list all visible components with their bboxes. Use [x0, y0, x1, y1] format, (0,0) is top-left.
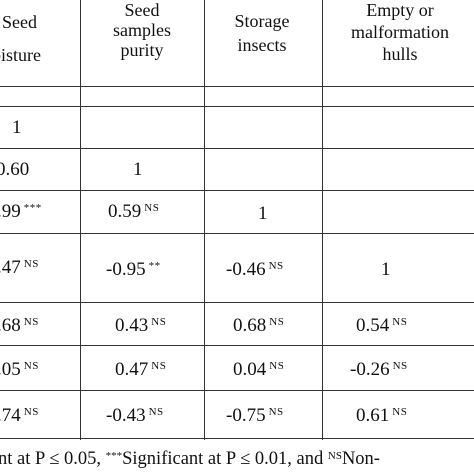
row-divider — [0, 86, 474, 87]
column-divider — [204, 0, 205, 440]
table-cell: 0.54 NS — [356, 315, 408, 336]
row-divider — [0, 345, 474, 346]
table-cell: 0.59 NS — [108, 201, 160, 222]
table-cell: 0.47 NS — [115, 359, 167, 380]
significance-marker: NS — [269, 360, 285, 372]
significance-marker: NS — [392, 316, 408, 328]
row-divider — [0, 190, 474, 191]
significance-marker: NS — [148, 406, 164, 418]
header-line: hulls — [382, 44, 418, 64]
table-cell: 1 — [381, 259, 391, 280]
table-cell: -0.75 NS — [226, 405, 284, 426]
significance-marker: NS — [268, 406, 284, 418]
significance-marker: NS — [392, 360, 408, 372]
header-storage-insects: Storage insects — [212, 11, 312, 55]
significance-marker: NS — [23, 258, 39, 270]
table-footnote: nt at P ≤ 0.05, ***Significant at P ≤ 0.… — [0, 448, 380, 470]
header-line: samples — [113, 20, 171, 40]
significance-marker: NS — [268, 260, 284, 272]
table-cell: -0.43 NS — [106, 405, 164, 426]
column-divider — [80, 0, 81, 440]
footnote-text: Non- — [341, 449, 380, 469]
significance-marker: NS — [151, 316, 167, 328]
header-line: malformation — [351, 22, 449, 42]
row-divider — [0, 233, 474, 234]
row-divider — [0, 302, 474, 303]
header-line: insects — [237, 35, 287, 55]
significance-marker: NS — [151, 360, 167, 372]
header-seed-samples-purity: Seed samples purity — [92, 0, 192, 60]
footnote-marker: NS — [327, 450, 342, 462]
row-divider — [0, 106, 474, 107]
row-divider — [0, 390, 474, 391]
table-cell: 0.61 NS — [356, 405, 408, 426]
table-cell: .99*** — [0, 201, 42, 222]
table-cell: 1 — [258, 203, 268, 224]
table-cell: 0.68 NS — [233, 315, 285, 336]
significance-marker: NS — [23, 406, 39, 418]
footnote-text: Significant at P ≤ 0.01, and — [122, 449, 328, 469]
significance-marker: NS — [269, 316, 285, 328]
significance-marker: NS — [144, 202, 160, 214]
table-cell: -0.26 NS — [350, 359, 408, 380]
header-seed-moisture: Seed oisture — [0, 12, 62, 65]
table-cell: 0.04 NS — [233, 359, 285, 380]
table-cell: -0.95 ** — [106, 259, 161, 280]
significance-marker: NS — [23, 360, 39, 372]
table-cell: 0.60 — [0, 159, 30, 180]
table-cell: 0.43 NS — [115, 315, 167, 336]
header-line: Storage — [234, 11, 290, 31]
footnote-text: nt at P ≤ 0.05, — [0, 449, 106, 469]
significance-marker: NS — [392, 406, 408, 418]
significance-marker: ** — [148, 260, 161, 272]
header-empty-malformation-hulls: Empty or malformation hulls — [330, 0, 470, 64]
header-line: purity — [120, 40, 164, 60]
column-divider — [322, 0, 323, 440]
header-line: oisture — [0, 45, 41, 65]
table-bottom-rule — [0, 438, 474, 439]
significance-marker: NS — [23, 316, 39, 328]
table-cell: -0.46 NS — [226, 259, 284, 280]
footnote-marker: *** — [105, 450, 123, 462]
table-cell: 1 — [12, 117, 22, 138]
header-line: Seed — [2, 12, 37, 32]
row-divider — [0, 148, 474, 149]
significance-marker: *** — [23, 202, 42, 214]
header-line: Empty or — [366, 0, 434, 20]
table-cell: 1 — [133, 159, 143, 180]
header-line: Seed — [124, 0, 160, 20]
